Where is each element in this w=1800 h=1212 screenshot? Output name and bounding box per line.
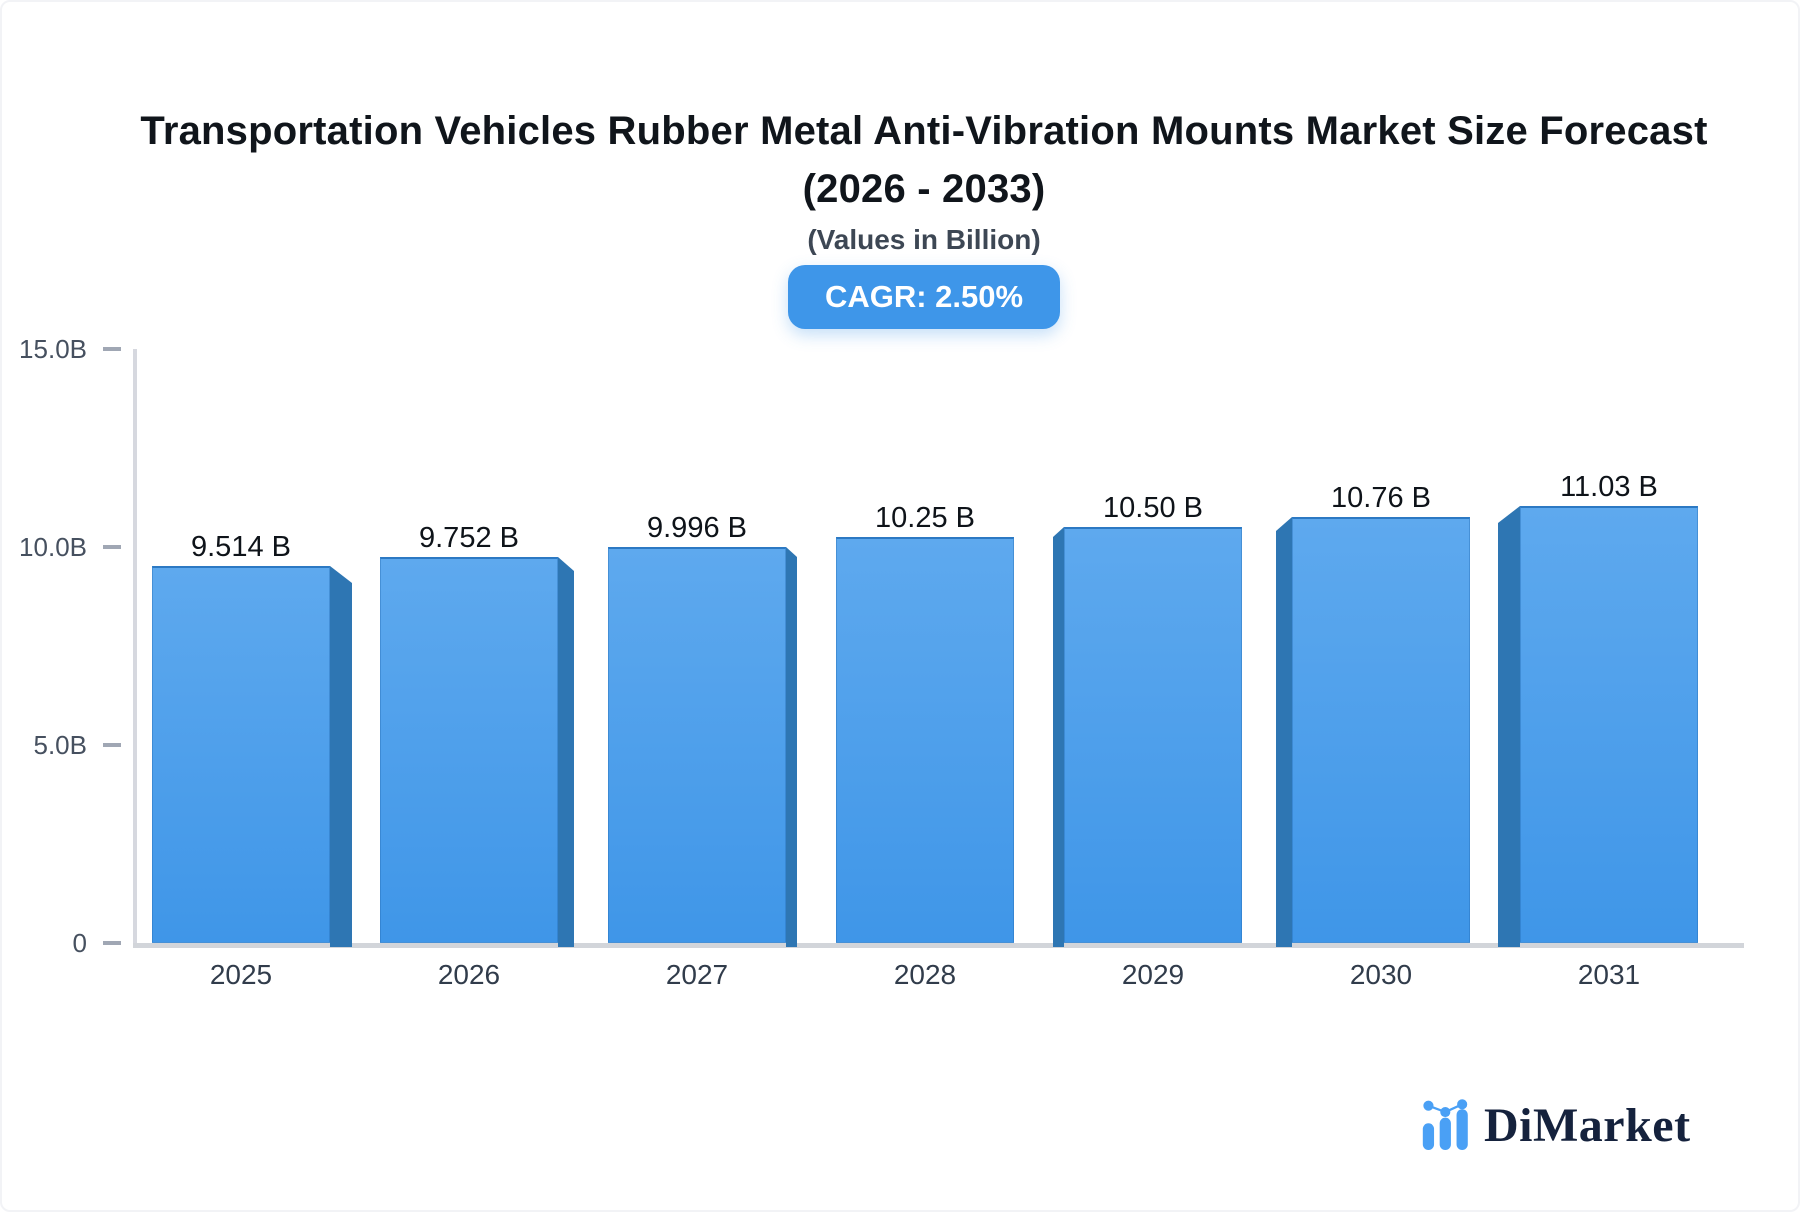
bar-2028[interactable] xyxy=(836,537,1014,943)
chart-title-line1: Transportation Vehicles Rubber Metal Ant… xyxy=(140,109,1708,153)
x-tick-label-2026: 2026 xyxy=(437,959,501,990)
bar-value-label-2028: 10.25 B xyxy=(875,502,975,534)
y-tick-mark xyxy=(103,545,121,549)
y-tick-label: 5.0B xyxy=(33,730,88,760)
bar-2026[interactable] xyxy=(380,557,558,943)
bar-value-label-2031: 11.03 B xyxy=(1560,471,1658,503)
bar-2030[interactable] xyxy=(1292,517,1470,943)
y-tick-mark xyxy=(103,941,121,945)
bar-2029[interactable] xyxy=(1064,527,1242,943)
y-tick-label: 10.0B xyxy=(19,532,87,562)
bar-2027[interactable] xyxy=(608,547,786,943)
y-tick-label: 0 xyxy=(72,928,87,958)
x-tick-label-2028: 2028 xyxy=(893,959,957,990)
chart-header: Transportation Vehicles Rubber Metal Ant… xyxy=(50,102,1798,329)
bar-3d-side-2025 xyxy=(330,566,352,947)
x-tick-label-2025: 2025 xyxy=(209,959,273,990)
bar-value-label-2026: 9.752 B xyxy=(419,522,519,554)
bar-value-label-2025: 9.514 B xyxy=(191,531,291,563)
bar-3d-side-2031 xyxy=(1498,506,1520,947)
bar-3d-side-2029 xyxy=(1053,527,1064,947)
bar-3d-side-2026 xyxy=(558,557,574,947)
x-tick-label-2029: 2029 xyxy=(1121,959,1185,990)
y-tick-mark xyxy=(103,743,121,747)
bar-3d-side-2027 xyxy=(786,547,797,947)
x-axis-line xyxy=(133,943,1744,948)
x-tick-label-2031: 2031 xyxy=(1577,959,1641,990)
chart-subtitle: (Values in Billion) xyxy=(807,224,1041,255)
chart-title: Transportation Vehicles Rubber Metal Ant… xyxy=(50,102,1798,218)
bar-chart-logo-icon xyxy=(1422,1099,1468,1150)
bar-value-label-2029: 10.50 B xyxy=(1103,492,1203,524)
dimarket-logo: DiMarket xyxy=(1422,1098,1691,1150)
chart-title-line2: (2026 - 2033) xyxy=(802,167,1046,211)
dimarket-logo-text: DiMarket xyxy=(1484,1099,1691,1152)
bar-value-label-2027: 9.996 B xyxy=(647,512,747,544)
y-tick-label: 15.0B xyxy=(19,334,87,364)
bar-value-label-2030: 10.76 B xyxy=(1331,482,1431,514)
x-tick-label-2030: 2030 xyxy=(1349,959,1413,990)
bar-3d-side-2030 xyxy=(1276,517,1292,947)
bar-2031[interactable] xyxy=(1520,506,1698,943)
x-tick-label-2027: 2027 xyxy=(665,959,729,990)
bar-2025[interactable] xyxy=(152,566,330,943)
y-tick-mark xyxy=(103,347,121,351)
cagr-badge: CAGR: 2.50% xyxy=(787,265,1061,329)
y-axis-line xyxy=(133,349,137,948)
